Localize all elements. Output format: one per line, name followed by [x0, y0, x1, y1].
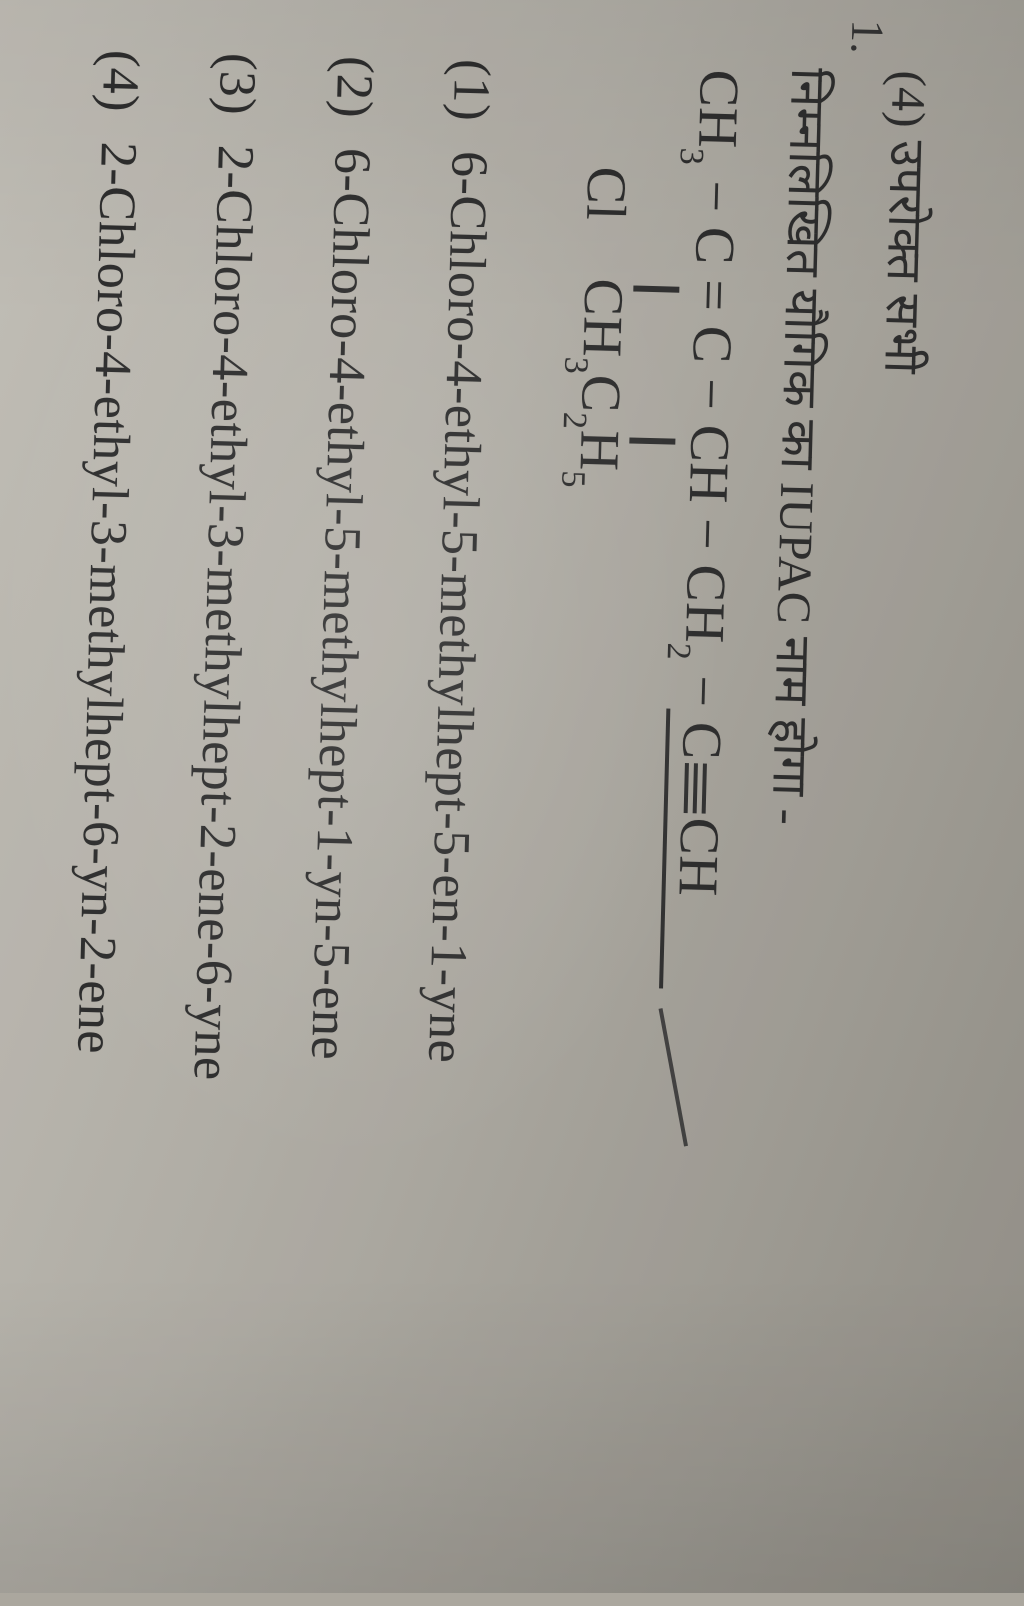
- subscript: 3: [557, 356, 594, 374]
- subscript: 5: [554, 470, 591, 488]
- option-2: (2)6-Chloro-4-ethyl-5-methylhept-1-yn-5-…: [286, 55, 384, 1549]
- formula-text: − C = C − CH − CH: [673, 165, 747, 644]
- option-number: (1): [440, 58, 501, 152]
- subscript: 2: [555, 411, 592, 429]
- option-4: (4)2-Chloro-4-ethyl-3-methylhept-6-yn-2-…: [52, 49, 150, 1543]
- formula-text: H: [568, 429, 631, 472]
- question-number: 1.: [841, 18, 895, 54]
- subscript: 2: [659, 642, 696, 660]
- bond-line-icon: [629, 437, 675, 444]
- scanned-page: 1. (4) उपरोक्त सभी निम्नलिखित यौगिक का I…: [0, 0, 1024, 1593]
- rotated-content: 1. (4) उपरोक्त सभी निम्नलिखित यौगिक का I…: [0, 0, 1024, 1606]
- option-1: (1)6-Chloro-4-ethyl-5-methylhept-5-en-1-…: [403, 58, 501, 1552]
- option-text: 6-Chloro-4-ethyl-5-methylhept-1-yn-5-ene: [300, 147, 381, 1061]
- triple-bond-icon: [681, 763, 708, 814]
- option-text: 2-Chloro-4-ethyl-3-methylhept-6-yn-2-ene: [66, 141, 147, 1055]
- formula-text: CH: [666, 816, 730, 896]
- option-3: (3)2-Chloro-4-ethyl-3-methylhept-2-ene-6…: [169, 52, 267, 1546]
- option-text: 6-Chloro-4-ethyl-5-methylhept-5-en-1-yne: [417, 150, 498, 1064]
- formula-line-1: CH3 − C = C − CH − CH2 − CCH: [658, 68, 751, 897]
- formula-text: Cl: [574, 165, 637, 221]
- bond-line-icon: [633, 285, 679, 292]
- formula-text: C: [569, 374, 632, 413]
- subscript: 3: [672, 147, 709, 165]
- option-number: (2): [323, 55, 384, 149]
- formula-text: − C: [670, 660, 735, 761]
- question-stem: निम्नलिखित यौगिक का IUPAC नाम होगा -: [738, 67, 842, 1561]
- chemical-structure: CH3 − C = C − CH − CH2 − CCH Cl CH3C2H5: [492, 64, 751, 1558]
- handwritten-underline: [659, 1008, 688, 1146]
- formula-text: CH: [686, 68, 750, 148]
- formula-line-2: Cl CH3C2H5: [559, 165, 639, 489]
- formula-text: CH: [571, 277, 635, 357]
- question-block: (4) उपरोक्त सभी निम्नलिखित यौगिक का IUPA…: [0, 47, 943, 1563]
- option-number: (4): [89, 49, 150, 143]
- option-number: (3): [206, 52, 267, 146]
- previous-option-4: (4) उपरोक्त सभी: [839, 69, 943, 1563]
- option-text: 2-Chloro-4-ethyl-3-methylhept-2-ene-6-yn…: [182, 144, 263, 1081]
